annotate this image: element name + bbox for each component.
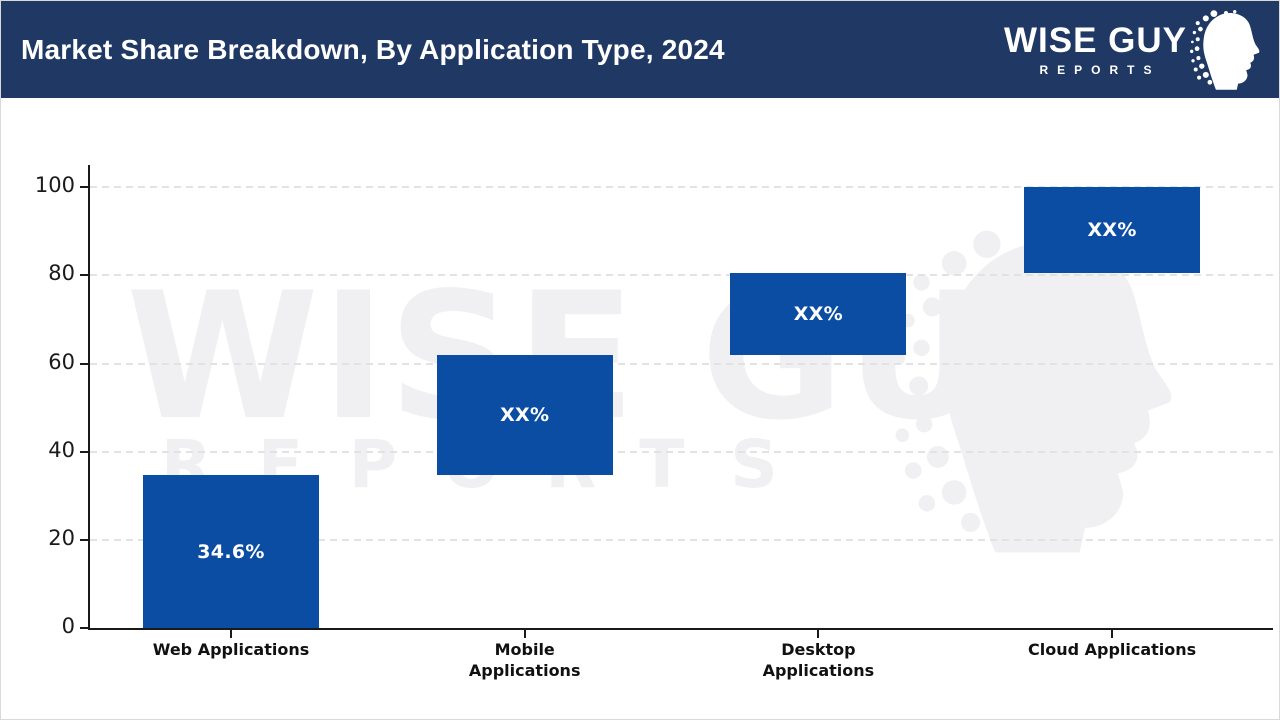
wiseguy-head-icon bbox=[1190, 9, 1260, 90]
y-tick-label-40: 40 bbox=[48, 437, 75, 462]
x-category-label-cloud-applications: Cloud Applications bbox=[1027, 640, 1197, 659]
y-tick-label-60: 60 bbox=[48, 349, 75, 374]
logo-subtitle: REPORTS bbox=[1039, 63, 1161, 77]
y-tick-label-100: 100 bbox=[34, 173, 75, 198]
bar-value-label: XX% bbox=[793, 302, 844, 325]
bar-value-label: 34.6% bbox=[197, 540, 265, 563]
y-tick-label-80: 80 bbox=[48, 261, 75, 286]
x-category-label-mobile-applications: Mobile Applications bbox=[468, 640, 581, 680]
y-tick-label-20: 20 bbox=[48, 525, 75, 550]
y-tick-mark-80 bbox=[80, 274, 88, 277]
gridline-100 bbox=[90, 186, 1273, 189]
y-axis-line bbox=[88, 165, 90, 630]
bar-web-applications: 34.6% bbox=[143, 475, 319, 628]
x-category-label-web-applications: Web Applications bbox=[152, 640, 310, 659]
bar-value-label: XX% bbox=[1087, 219, 1137, 242]
logo-wordmark: WISE GUY bbox=[1003, 21, 1187, 60]
bar-value-label: XX% bbox=[500, 404, 550, 427]
x-axis-line bbox=[88, 628, 1273, 630]
x-tick-mark bbox=[230, 630, 232, 638]
gridline-40 bbox=[90, 450, 1273, 453]
y-tick-mark-40 bbox=[80, 450, 88, 453]
bar-mobile-applications: XX% bbox=[436, 354, 613, 476]
y-tick-mark-20 bbox=[80, 538, 88, 541]
wiseguy-logo: WISE GUY REPORTS bbox=[1004, 6, 1263, 94]
y-tick-label-0: 0 bbox=[61, 614, 75, 638]
x-tick-mark bbox=[817, 630, 820, 638]
page-title: Market Share Breakdown, By Application T… bbox=[21, 33, 725, 65]
gridline-60 bbox=[90, 362, 1273, 365]
header: Market Share Breakdown, By Application T… bbox=[1, 1, 1279, 98]
y-tick-mark-100 bbox=[80, 186, 88, 189]
y-tick-mark-0 bbox=[80, 627, 88, 629]
y-tick-mark-60 bbox=[80, 362, 88, 365]
gridline-80 bbox=[90, 274, 1273, 277]
x-tick-mark bbox=[1111, 630, 1114, 638]
wiseguy-logo-text: WISE GUY REPORTS bbox=[1004, 23, 1187, 76]
gridline-20 bbox=[90, 538, 1273, 541]
x-tick-mark bbox=[523, 630, 526, 638]
bar-cloud-applications: XX% bbox=[1024, 187, 1201, 274]
x-category-label-desktop-applications: Desktop Applications bbox=[762, 640, 875, 680]
watermark-wordmark: WISE GUY bbox=[126, 256, 1120, 459]
bar-desktop-applications: XX% bbox=[730, 273, 907, 355]
